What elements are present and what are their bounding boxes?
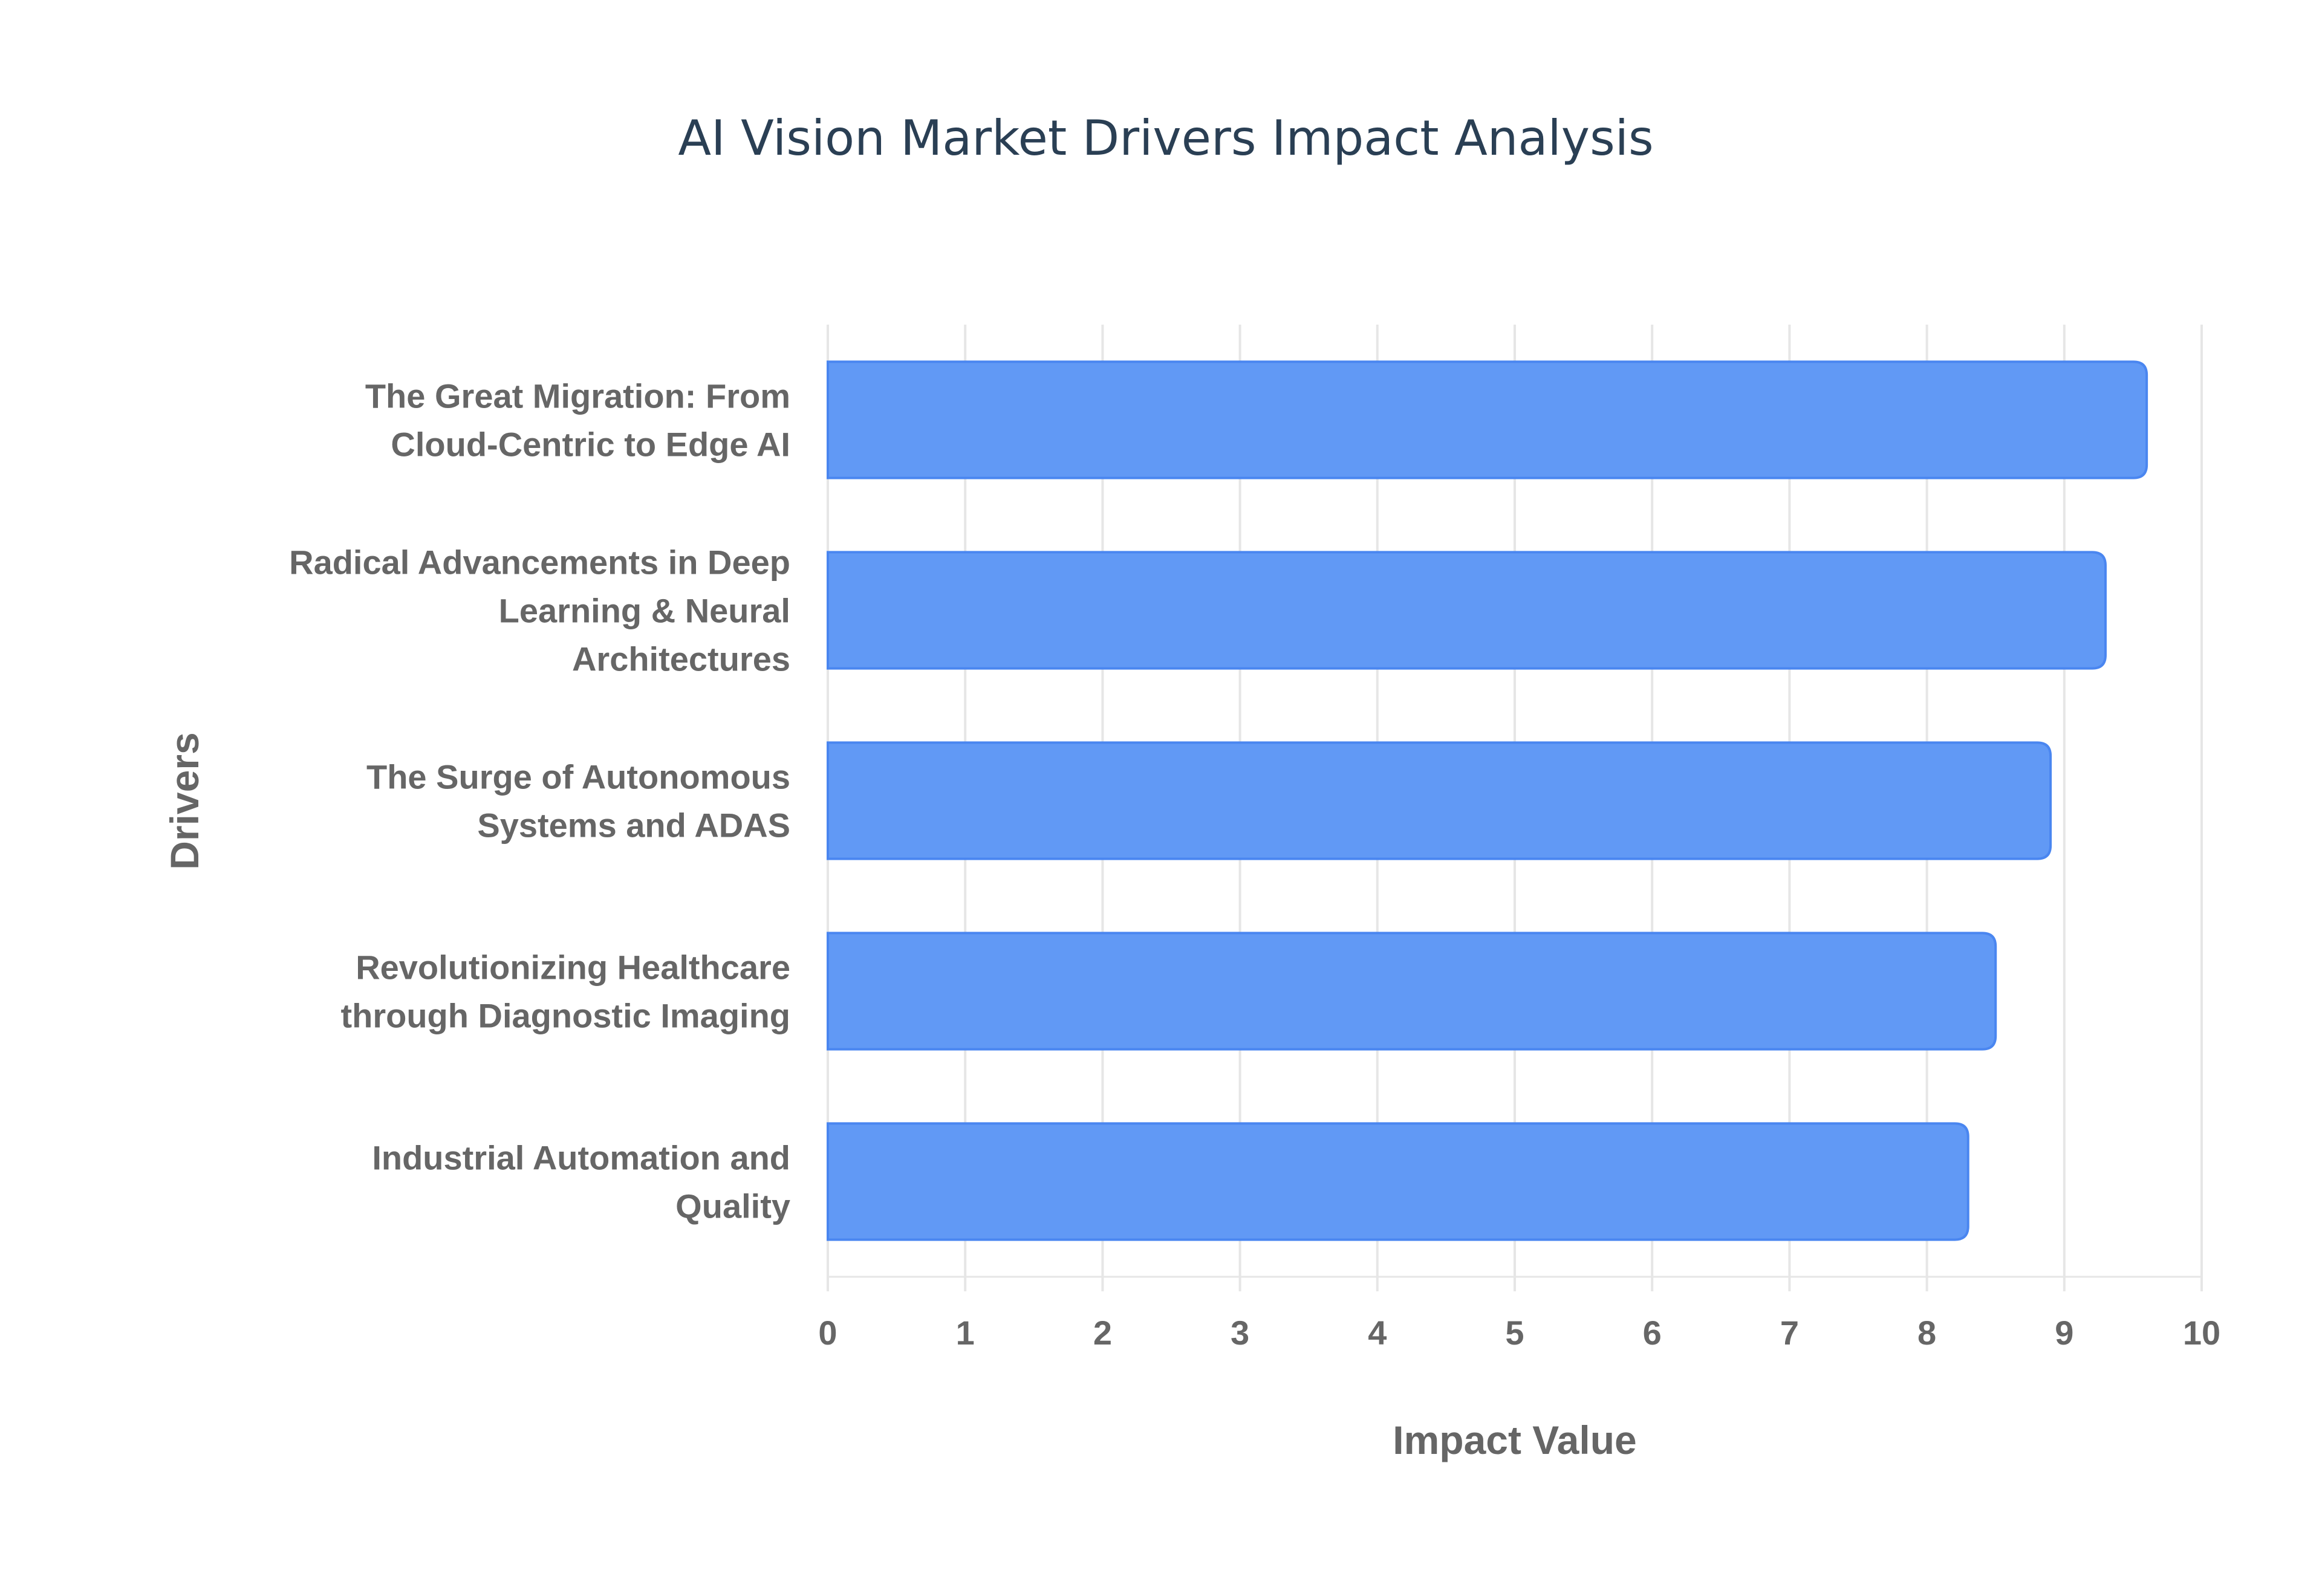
category-label: The Great Migration: From Cloud-Centric t… [365, 377, 790, 464]
x-tick-label: 4 [1368, 1314, 1387, 1352]
x-tick-label: 0 [818, 1314, 837, 1352]
x-tick-label: 6 [1643, 1314, 1662, 1352]
category-label: Radical Advancements in Deep Learning & N… [289, 543, 790, 678]
x-tick-label: 3 [1231, 1314, 1249, 1352]
y-category-labels: The Great Migration: From Cloud-Centric t… [289, 377, 790, 1225]
bar[interactable] [827, 1122, 1969, 1241]
x-tick-label: 2 [1093, 1314, 1112, 1352]
x-tick-label: 1 [956, 1314, 975, 1352]
x-tick-label: 9 [2055, 1314, 2073, 1352]
bars [827, 360, 2148, 1241]
bar[interactable] [827, 360, 2148, 479]
category-label: Revolutionizing Healthcare through Diagno… [340, 949, 790, 1035]
x-tick-label: 5 [1505, 1314, 1524, 1352]
x-tick-labels: 0 1 2 3 4 5 6 7 8 9 10 [818, 1314, 2220, 1352]
x-tick-label: 8 [1917, 1314, 1936, 1352]
x-axis-title: Impact Value [1393, 1418, 1637, 1462]
bar[interactable] [827, 741, 2052, 860]
x-tick-label: 7 [1780, 1314, 1799, 1352]
category-label: Industrial Automation and Quality [372, 1139, 790, 1225]
bar[interactable] [827, 551, 2107, 670]
x-tick-label: 10 [2183, 1314, 2220, 1352]
y-axis-title: Drivers [162, 732, 207, 870]
bar[interactable] [827, 932, 1997, 1051]
chart-title: AI Vision Market Drivers Impact Analysis [678, 110, 1653, 166]
category-label: The Surge of Autonomous Systems and ADAS [366, 758, 790, 845]
